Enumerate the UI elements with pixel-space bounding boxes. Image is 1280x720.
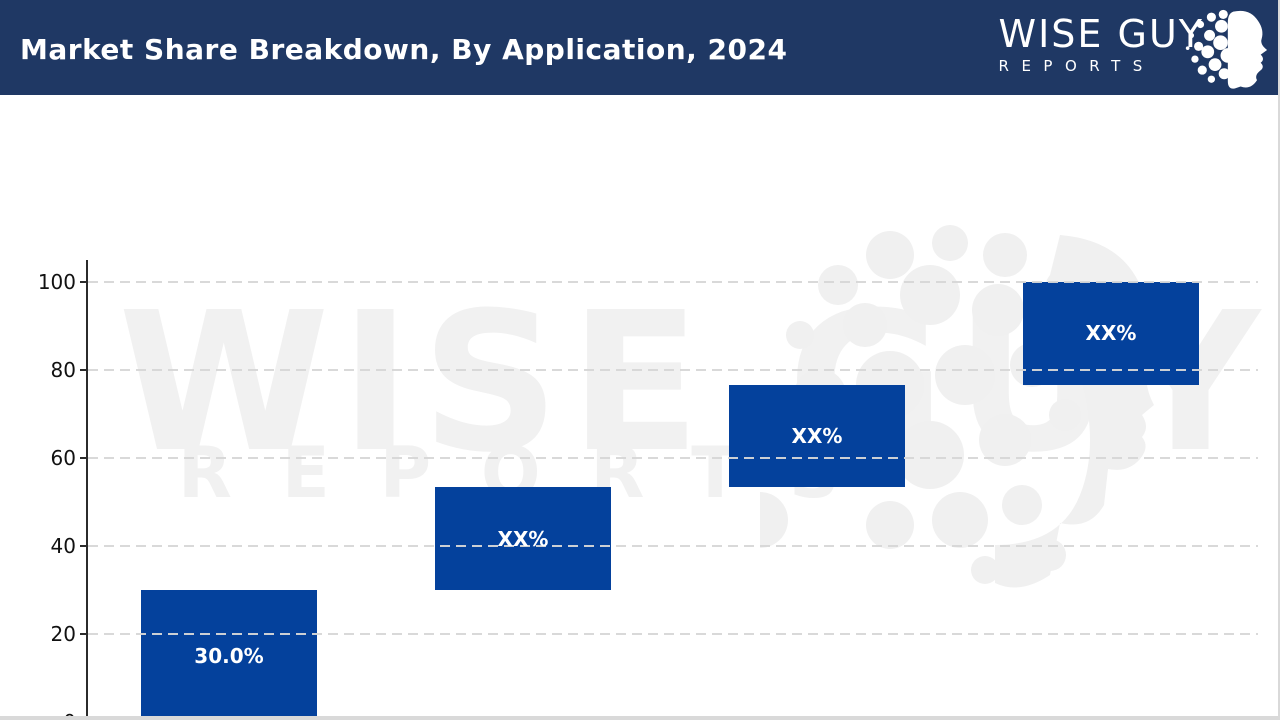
logo-face-icon (1185, 9, 1268, 89)
y-tick-label-60: 60 (50, 446, 76, 470)
gridline-y-20 (88, 633, 1258, 635)
gridline-y-100 (88, 281, 1258, 283)
y-tick-label-80: 80 (50, 358, 76, 382)
chart-plot-area: 020406080100 30.0%XX%XX%XX% Manufacturin… (0, 95, 1278, 716)
gridline-y-40 (88, 545, 1258, 547)
bar-manufacturing (141, 590, 317, 716)
y-tick-label-0: 0 (16, 710, 76, 716)
y-tick-label-100: 100 (37, 270, 76, 294)
y-tick-mark-20 (80, 633, 86, 635)
logo-wiseguy-label: WISE GUY (998, 12, 1204, 56)
y-tick-mark-80 (80, 369, 86, 371)
y-tick-label-40: 40 (50, 534, 76, 558)
bar-value-label: XX% (1085, 321, 1137, 346)
page-title: Market Share Breakdown, By Application, … (20, 33, 788, 66)
logo-text: WISE GUY REPORTS (999, 14, 1204, 75)
y-axis-line (86, 260, 88, 716)
logo-reports-label: REPORTS (998, 57, 1155, 75)
y-tick-mark-60 (80, 457, 86, 459)
y-tick-mark-40 (80, 545, 86, 547)
bar-value-label: XX% (497, 526, 549, 551)
gridline-y-80 (88, 369, 1258, 371)
wise-guy-reports-logo: WISE GUY REPORTS (999, 6, 1270, 90)
bar-value-label: XX% (791, 424, 843, 448)
bar-value-label: 30.0% (194, 644, 264, 668)
y-tick-label-20: 20 (50, 622, 76, 646)
bar-automotive (435, 487, 611, 590)
header-bar: Market Share Breakdown, By Application, … (0, 0, 1278, 95)
gridline-y-60 (88, 457, 1258, 459)
y-tick-mark-100 (80, 281, 86, 283)
